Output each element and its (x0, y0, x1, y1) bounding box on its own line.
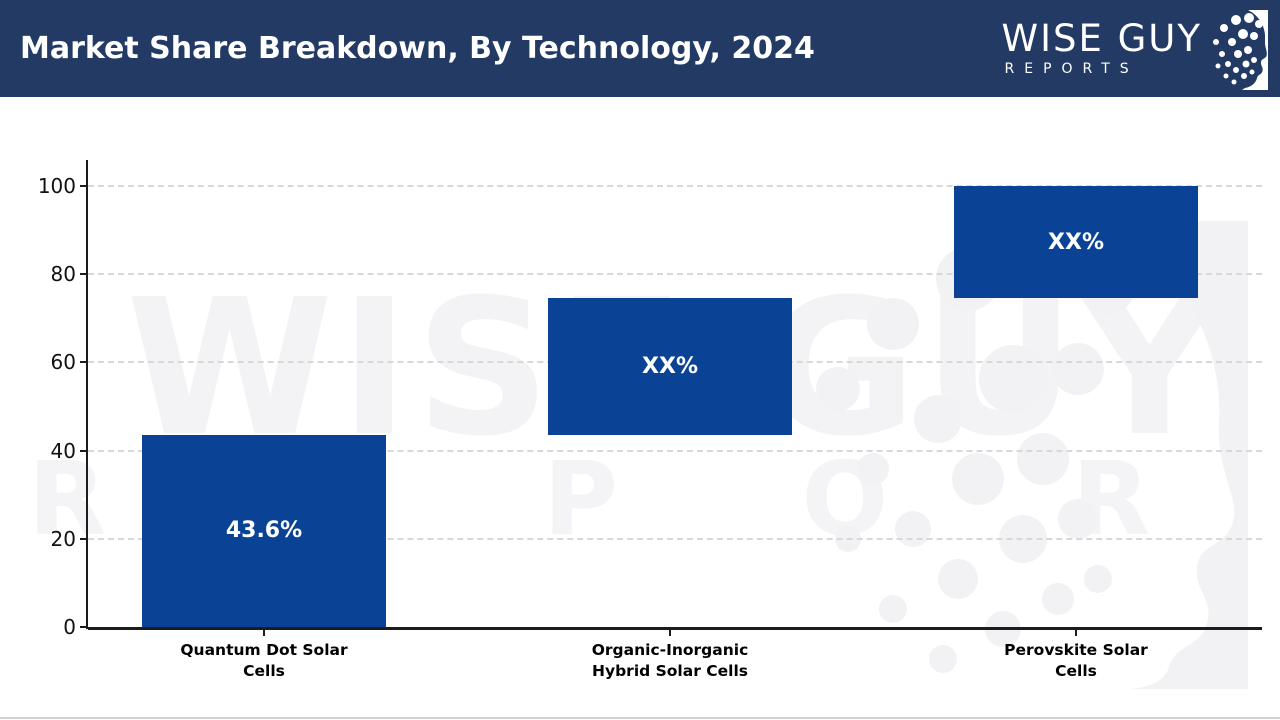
bar-value-label: XX% (1048, 229, 1104, 255)
x-axis-category-label: Quantum Dot Solar Cells (104, 640, 424, 682)
page-title: Market Share Breakdown, By Technology, 2… (20, 31, 815, 66)
header-bar: Market Share Breakdown, By Technology, 2… (0, 0, 1280, 97)
y-axis-tickmark (80, 273, 88, 276)
chart-area: WISE GUY R E P O R T S 02040608010043.6%… (0, 97, 1280, 720)
y-axis-tickmark (80, 449, 88, 452)
bar-value-label: XX% (642, 353, 698, 379)
x-axis-category-label: Organic-Inorganic Hybrid Solar Cells (510, 640, 830, 682)
x-axis-category-line: Hybrid Solar Cells (592, 662, 748, 680)
y-axis-tick-label: 60 (50, 350, 76, 375)
bar-segment-2: XX% (954, 186, 1198, 298)
gridline-40 (88, 449, 1262, 452)
y-axis-tickmark (80, 361, 88, 364)
y-axis-spine (86, 160, 88, 629)
x-axis-category-line: Organic-Inorganic (591, 641, 749, 659)
x-axis-category-label: Perovskite Solar Cells (916, 640, 1236, 682)
y-axis-tick-label: 20 (50, 526, 76, 551)
x-axis-tickmark (263, 629, 265, 636)
y-axis-tick-label: 100 (37, 174, 76, 198)
bottom-border (0, 717, 1280, 719)
logo-wordmark-block: WISE GUY REPORTS (1002, 20, 1202, 77)
bar-segment-1: XX% (548, 298, 792, 435)
x-axis-category-line: Cells (243, 662, 285, 680)
y-axis-tickmark (80, 185, 88, 187)
x-axis-category-line: Cells (1055, 662, 1097, 680)
y-axis-tick-label: 80 (50, 262, 76, 287)
y-axis-tickmark (80, 537, 88, 540)
logo-wordmark: WISE GUY (1001, 17, 1202, 60)
gridline-100 (88, 185, 1262, 187)
y-axis-tickmark (80, 626, 88, 628)
x-axis-tickmark (1075, 629, 1077, 636)
gridline-20 (88, 537, 1262, 540)
x-axis-spine (88, 627, 1262, 630)
bar-value-label: 43.6% (225, 518, 303, 544)
logo-subtitle: REPORTS (1004, 61, 1139, 77)
y-axis-tick-label: 40 (50, 438, 76, 463)
logo-face-icon (1213, 9, 1268, 90)
y-axis-tick-label: 0 (63, 615, 76, 639)
bar-segment-0: 43.6% (142, 434, 386, 627)
x-axis-category-line: Perovskite Solar (1004, 641, 1148, 659)
x-axis-tickmark (669, 629, 671, 636)
x-axis-category-line: Quantum Dot Solar (180, 641, 348, 659)
gridline-80 (88, 273, 1262, 276)
brand-logo: WISE GUY REPORTS (1002, 8, 1280, 90)
